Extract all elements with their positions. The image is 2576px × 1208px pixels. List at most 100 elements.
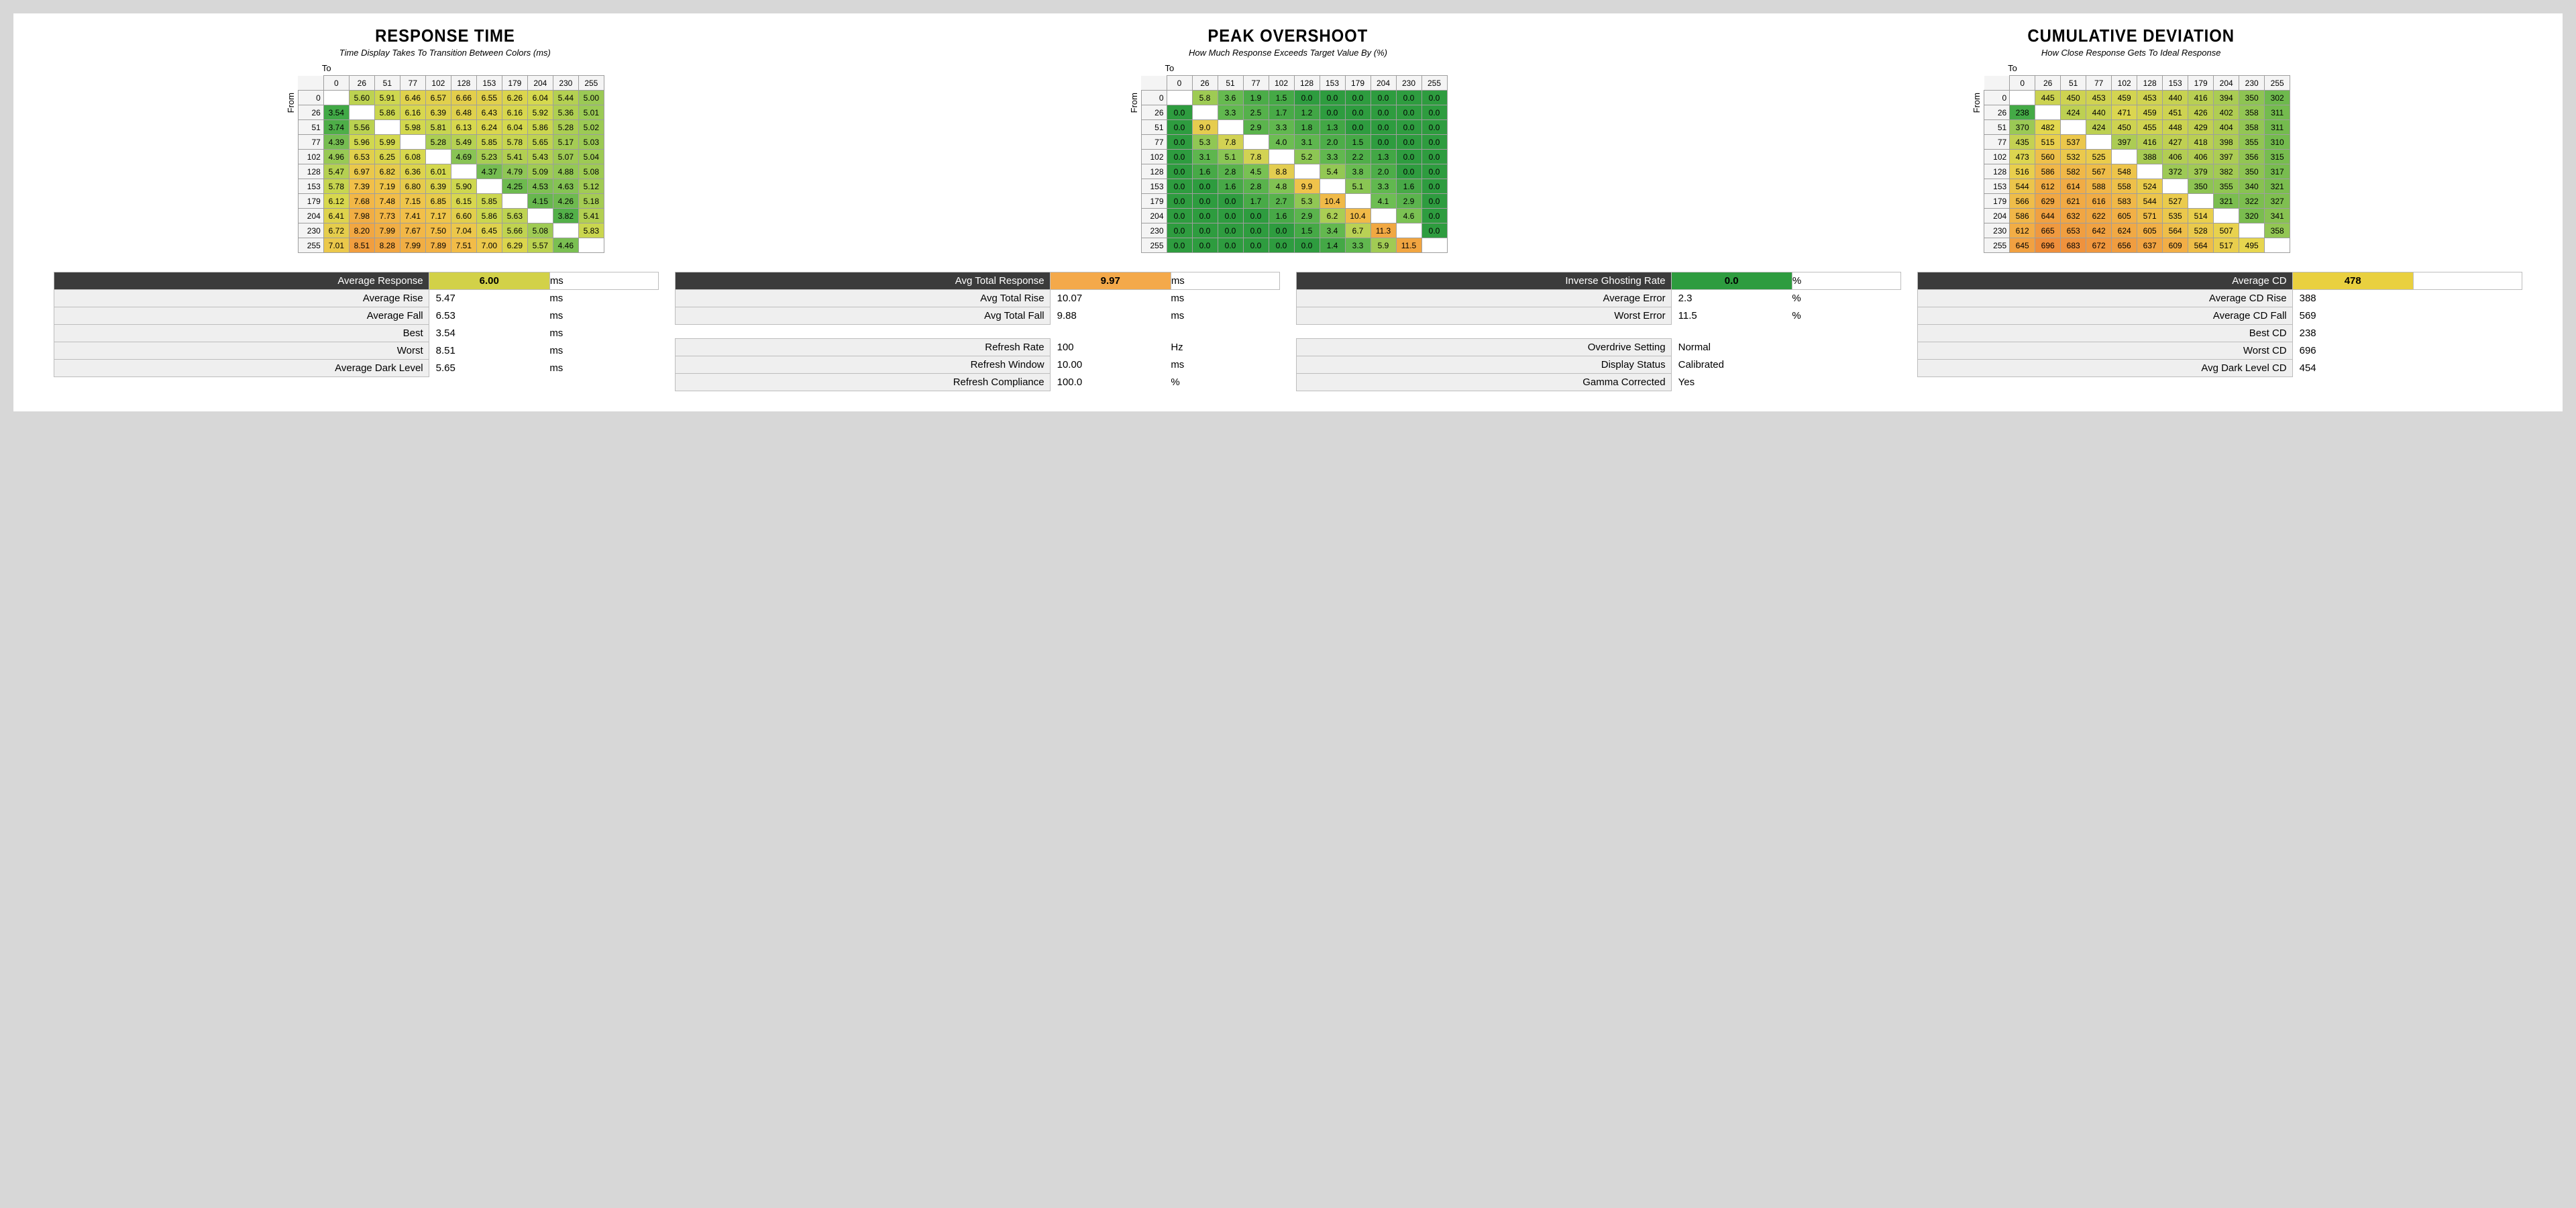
- stat-unit: %: [1171, 374, 1279, 391]
- heatmap-cell: 5.23: [476, 150, 502, 164]
- heatmap-cell: 1.5: [1294, 223, 1320, 238]
- heatmap-cell: 6.25: [374, 150, 400, 164]
- stat-label: Average CD Fall: [1918, 307, 2293, 325]
- heatmap-cell: 382: [2214, 164, 2239, 179]
- heatmap-cumulative_deviation: CUMULATIVE DEVIATIONHow Close Response G…: [1719, 26, 2542, 253]
- heatmap-cell: 507: [2214, 223, 2239, 238]
- stat-column: Average Response6.00msAverage Rise5.47ms…: [54, 272, 659, 391]
- col-header: 255: [1421, 76, 1447, 91]
- heatmap-cell: 322: [2239, 194, 2265, 209]
- heatmap-cell: 379: [2188, 164, 2214, 179]
- heatmap-cell: 370: [2010, 120, 2035, 135]
- stat-table: Refresh Rate100HzRefresh Window10.00msRe…: [675, 338, 1280, 391]
- col-header: 51: [2061, 76, 2086, 91]
- row-header: 153: [1141, 179, 1167, 194]
- heatmap-cell: 4.69: [451, 150, 476, 164]
- heatmap-cell: [2035, 105, 2061, 120]
- row-header: 77: [1141, 135, 1167, 150]
- heatmap-cell: 5.1: [1345, 179, 1371, 194]
- stat-unit: ms: [549, 272, 658, 290]
- heatmap-cell: 8.51: [349, 238, 374, 253]
- heatmap-cell: 583: [2112, 194, 2137, 209]
- heatmap-cell: 341: [2265, 209, 2290, 223]
- heatmap-cell: 9.9: [1294, 179, 1320, 194]
- heatmap-cell: 621: [2061, 194, 2086, 209]
- heatmap-cell: [476, 179, 502, 194]
- col-header: 179: [1345, 76, 1371, 91]
- heatmap-cell: 0.0: [1243, 223, 1269, 238]
- col-header: 77: [2086, 76, 2112, 91]
- heatmap-cell: 3.8: [1345, 164, 1371, 179]
- col-header: 255: [2265, 76, 2290, 91]
- heatmap-cell: 321: [2265, 179, 2290, 194]
- col-header: 230: [2239, 76, 2265, 91]
- heatmap-cell: 560: [2035, 150, 2061, 164]
- col-header: 26: [1192, 76, 1218, 91]
- stat-column: Avg Total Response9.97msAvg Total Rise10…: [675, 272, 1280, 391]
- stat-value: 0.0: [1671, 272, 1792, 290]
- heatmap-cell: 358: [2265, 223, 2290, 238]
- heatmap-cell: 6.36: [400, 164, 425, 179]
- heatmap-cell: 614: [2061, 179, 2086, 194]
- heatmap-cell: 451: [2163, 105, 2188, 120]
- heatmap-cell: 5.99: [374, 135, 400, 150]
- stat-value: 10.00: [1050, 356, 1171, 374]
- heatmap-cell: 7.04: [451, 223, 476, 238]
- heatmap-cell: 5.98: [400, 120, 425, 135]
- row-header: 51: [298, 120, 323, 135]
- heatmap-cell: 7.98: [349, 209, 374, 223]
- axis-label-from: From: [286, 93, 298, 113]
- heatmap-cell: 327: [2265, 194, 2290, 209]
- heatmap-cell: 0.0: [1371, 91, 1396, 105]
- heatmap-subtitle: Time Display Takes To Transition Between…: [339, 48, 551, 58]
- heatmap-cell: [578, 238, 604, 253]
- heatmap-cell: 0.0: [1421, 120, 1447, 135]
- stat-unit: ms: [549, 342, 658, 360]
- heatmap-cell: 0.0: [1167, 179, 1192, 194]
- row-header: 230: [1141, 223, 1167, 238]
- heatmap-subtitle: How Close Response Gets To Ideal Respons…: [2041, 48, 2221, 58]
- row-header: 26: [1141, 105, 1167, 120]
- heatmap-cell: 6.66: [451, 91, 476, 105]
- heatmap-cell: 567: [2086, 164, 2112, 179]
- heatmap-cell: [2265, 238, 2290, 253]
- heatmap-cell: 544: [2137, 194, 2163, 209]
- heatmap-cell: 3.3: [1320, 150, 1345, 164]
- heatmap-cell: 402: [2214, 105, 2239, 120]
- heatmap-cell: 5.08: [578, 164, 604, 179]
- col-header: 153: [2163, 76, 2188, 91]
- heatmap-cell: 6.85: [425, 194, 451, 209]
- heatmap-cell: 429: [2188, 120, 2214, 135]
- stat-label: Best CD: [1918, 325, 2293, 342]
- stat-value: 11.5: [1671, 307, 1792, 325]
- heatmap-cell: 0.0: [1345, 120, 1371, 135]
- heatmap-cell: 514: [2188, 209, 2214, 223]
- stat-unit: ms: [1171, 307, 1279, 325]
- stat-table: Average Response6.00msAverage Rise5.47ms…: [54, 272, 659, 377]
- stat-table: Average CD478Average CD Rise388Average C…: [1917, 272, 2522, 377]
- heatmap-cell: 6.2: [1320, 209, 1345, 223]
- heatmap-cell: 416: [2137, 135, 2163, 150]
- heatmap-cell: [400, 135, 425, 150]
- heatmap-cell: 5.57: [527, 238, 553, 253]
- heatmap-cell: 0.0: [1167, 209, 1192, 223]
- stat-table: Avg Total Response9.97msAvg Total Rise10…: [675, 272, 1280, 325]
- row-header: 26: [298, 105, 323, 120]
- heatmap-cell: 445: [2035, 91, 2061, 105]
- heatmap-cell: 6.45: [476, 223, 502, 238]
- heatmap-cell: 3.54: [323, 105, 349, 120]
- heatmap-cell: 0.0: [1396, 91, 1421, 105]
- row-header: 128: [1141, 164, 1167, 179]
- heatmap-cell: 311: [2265, 105, 2290, 120]
- heatmap-cell: 1.5: [1345, 135, 1371, 150]
- heatmap-cell: 5.65: [527, 135, 553, 150]
- heatmap-cell: 527: [2163, 194, 2188, 209]
- heatmap-cell: 7.48: [374, 194, 400, 209]
- heatmap-cell: 2.9: [1396, 194, 1421, 209]
- stat-value: 8.51: [429, 342, 549, 360]
- heatmap-cell: 1.6: [1269, 209, 1294, 223]
- heatmap-cell: 5.8: [1192, 91, 1218, 105]
- heatmap-cell: 8.28: [374, 238, 400, 253]
- heatmap-cell: 0.0: [1421, 179, 1447, 194]
- heatmap-cell: 7.17: [425, 209, 451, 223]
